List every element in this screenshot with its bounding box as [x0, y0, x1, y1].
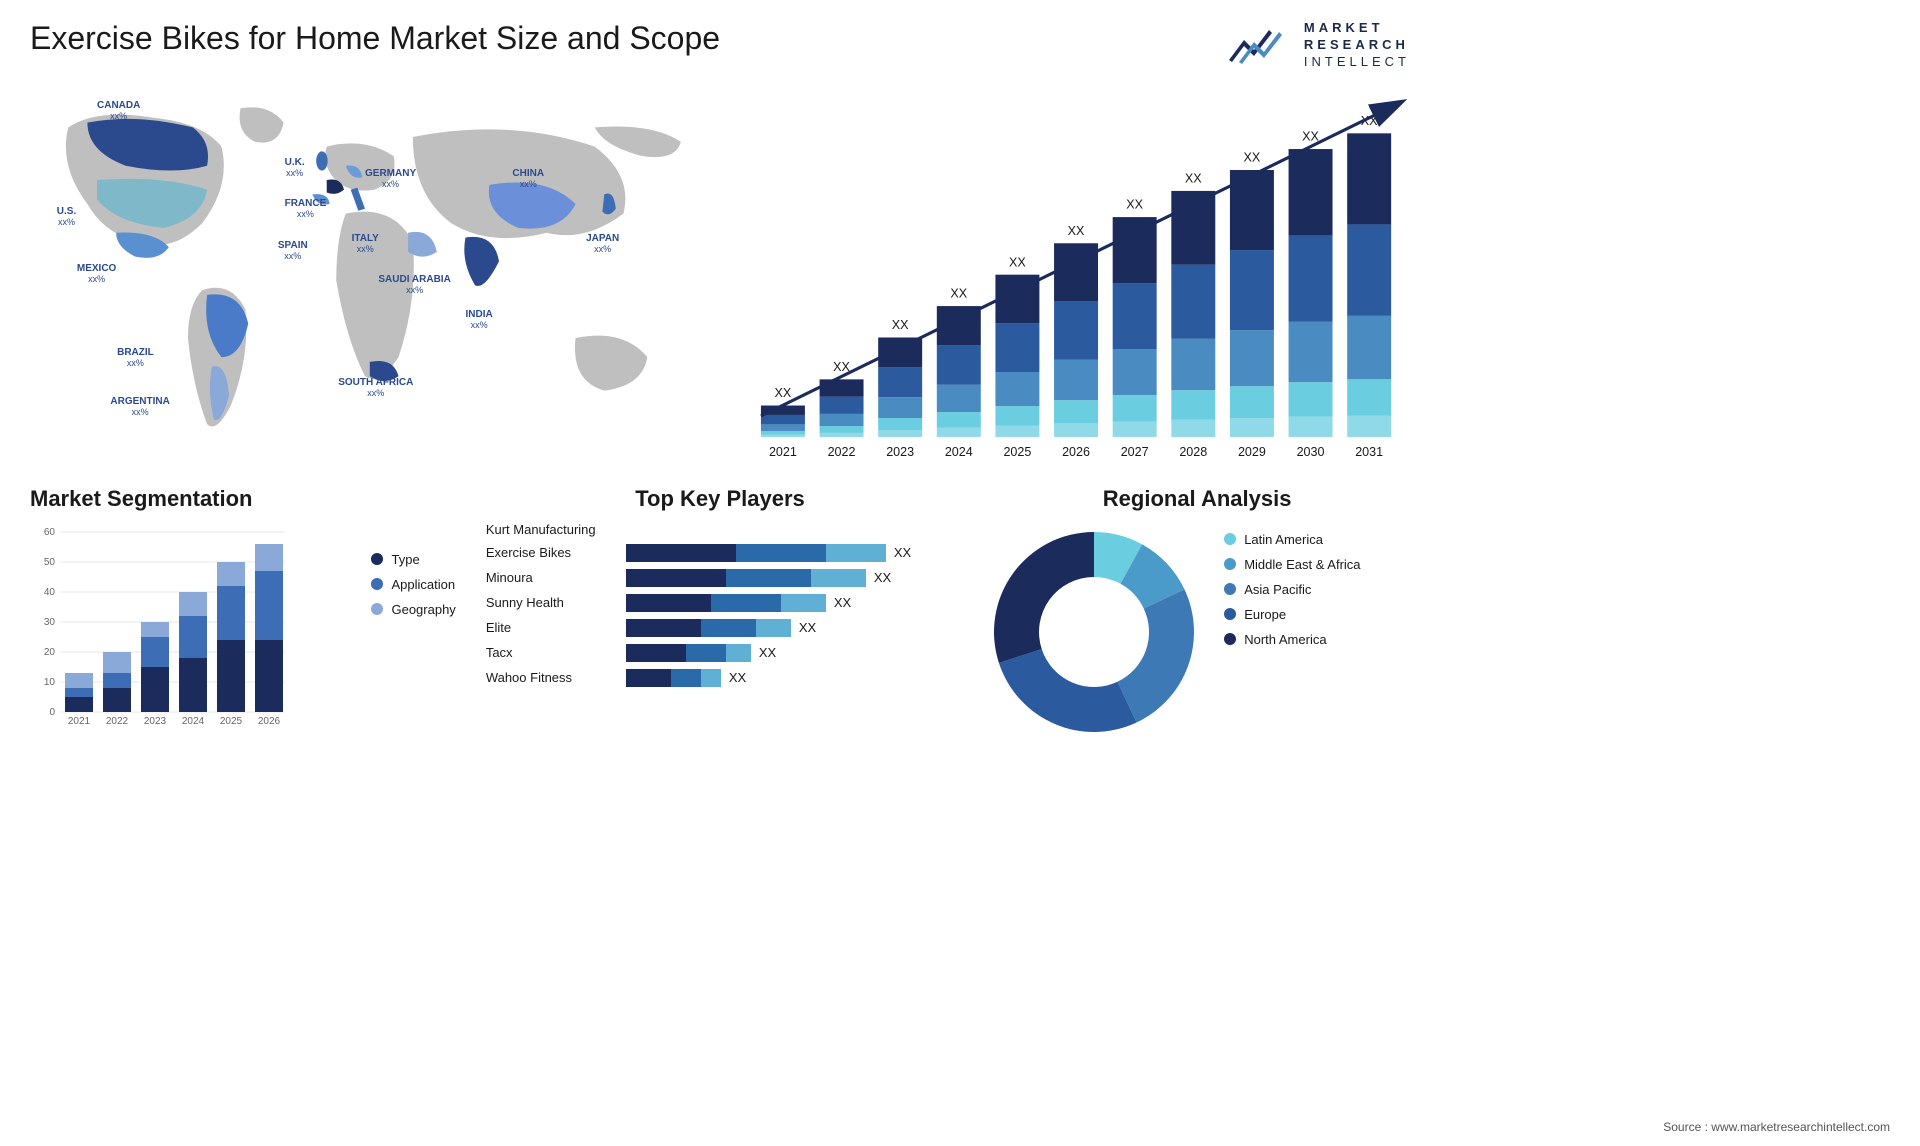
legend-item: Europe: [1224, 607, 1360, 622]
legend-item: Latin America: [1224, 532, 1360, 547]
svg-text:20: 20: [44, 647, 56, 658]
svg-text:2023: 2023: [886, 444, 914, 458]
map-label: ARGENTINAxx%: [110, 396, 169, 418]
svg-text:2027: 2027: [1121, 444, 1149, 458]
svg-text:2031: 2031: [1355, 444, 1383, 458]
svg-text:2022: 2022: [828, 444, 856, 458]
svg-text:50: 50: [44, 557, 56, 568]
svg-text:2026: 2026: [258, 716, 281, 727]
map-label: MEXICOxx%: [77, 263, 116, 285]
logo-text-2: RESEARCH: [1304, 37, 1410, 54]
logo-icon: [1224, 20, 1294, 70]
svg-text:XX: XX: [775, 386, 792, 400]
regional-section: Regional Analysis Latin America Middle Ea…: [984, 486, 1410, 742]
svg-text:XX: XX: [892, 318, 909, 332]
svg-text:30: 30: [44, 617, 56, 628]
logo: MARKET RESEARCH INTELLECT: [1224, 20, 1410, 71]
regional-donut-svg: [984, 522, 1204, 742]
map-label: U.K.xx%: [285, 157, 305, 179]
growth-chart-section: XX 2021 XX 2022 XX 2023 XX 2024 XX 2025 XX 2026 XX 20…: [740, 81, 1410, 461]
legend-item: North America: [1224, 632, 1360, 647]
map-label: GERMANYxx%: [365, 168, 416, 190]
map-label: CANADAxx%: [97, 100, 140, 122]
legend-item: Type: [371, 552, 455, 567]
svg-text:2026: 2026: [1062, 444, 1090, 458]
players-chart: Kurt Manufacturing Exercise BikesXX Minour…: [486, 522, 954, 687]
map-label: U.S.xx%: [57, 206, 76, 228]
player-row: MinouraXX: [486, 569, 954, 587]
svg-text:60: 60: [44, 527, 56, 538]
svg-text:2021: 2021: [68, 716, 91, 727]
segmentation-section: Market Segmentation 0 10 20 30 40 50 60 2021 202…: [30, 486, 456, 742]
svg-text:XX: XX: [1009, 255, 1026, 269]
player-row: Exercise BikesXX: [486, 544, 954, 562]
map-label: SAUDI ARABIAxx%: [378, 274, 450, 296]
legend-item: Application: [371, 577, 455, 592]
segmentation-legend: Type Application Geography: [371, 552, 455, 627]
svg-text:XX: XX: [1126, 197, 1143, 211]
svg-text:2022: 2022: [106, 716, 129, 727]
svg-text:XX: XX: [1302, 129, 1319, 143]
source-text: Source : www.marketresearchintellect.com: [1663, 1120, 1890, 1134]
map-label: INDIAxx%: [466, 309, 493, 331]
regional-title: Regional Analysis: [984, 486, 1410, 512]
growth-chart-svg: XX 2021 XX 2022 XX 2023 XX 2024 XX 2025 XX 2026 XX 20…: [740, 81, 1410, 479]
player-row: EliteXX: [486, 619, 954, 637]
player-row: Kurt Manufacturing: [486, 522, 954, 537]
svg-text:2021: 2021: [769, 444, 797, 458]
legend-item: Asia Pacific: [1224, 582, 1360, 597]
legend-item: Middle East & Africa: [1224, 557, 1360, 572]
logo-text-3: INTELLECT: [1304, 54, 1410, 71]
map-label: JAPANxx%: [586, 233, 619, 255]
player-row: TacxXX: [486, 644, 954, 662]
svg-text:2024: 2024: [182, 716, 205, 727]
page-title: Exercise Bikes for Home Market Size and …: [30, 20, 720, 57]
player-row: Wahoo FitnessXX: [486, 669, 954, 687]
svg-text:2023: 2023: [144, 716, 167, 727]
svg-text:40: 40: [44, 587, 56, 598]
svg-text:2025: 2025: [1003, 444, 1031, 458]
svg-text:2025: 2025: [220, 716, 243, 727]
logo-text-1: MARKET: [1304, 20, 1410, 37]
map-label: CHINAxx%: [512, 168, 544, 190]
segmentation-chart-svg: 0 10 20 30 40 50 60 2021 2022 2023 2024 2025 2026: [30, 522, 290, 732]
svg-text:2028: 2028: [1179, 444, 1207, 458]
svg-text:XX: XX: [1068, 224, 1085, 238]
regional-legend: Latin America Middle East & Africa Asia Pa…: [1224, 522, 1360, 657]
segmentation-title: Market Segmentation: [30, 486, 456, 512]
svg-text:2030: 2030: [1297, 444, 1325, 458]
map-label: FRANCExx%: [285, 198, 327, 220]
map-label: ITALYxx%: [352, 233, 379, 255]
map-label: SPAINxx%: [278, 240, 308, 262]
world-map-section: CANADAxx% U.S.xx% MEXICOxx% BRAZILxx% ARGENT…: [30, 81, 700, 461]
map-label: SOUTH AFRICAxx%: [338, 377, 413, 399]
players-title: Top Key Players: [486, 486, 954, 512]
svg-text:XX: XX: [950, 286, 967, 300]
legend-item: Geography: [371, 602, 455, 617]
svg-text:2024: 2024: [945, 444, 973, 458]
svg-text:10: 10: [44, 677, 56, 688]
map-label: BRAZILxx%: [117, 347, 154, 369]
svg-text:2029: 2029: [1238, 444, 1266, 458]
svg-text:0: 0: [49, 707, 55, 718]
players-section: Top Key Players Kurt Manufacturing Exerci…: [486, 486, 954, 742]
player-row: Sunny HealthXX: [486, 594, 954, 612]
svg-text:XX: XX: [1244, 150, 1261, 164]
svg-text:XX: XX: [1185, 171, 1202, 185]
